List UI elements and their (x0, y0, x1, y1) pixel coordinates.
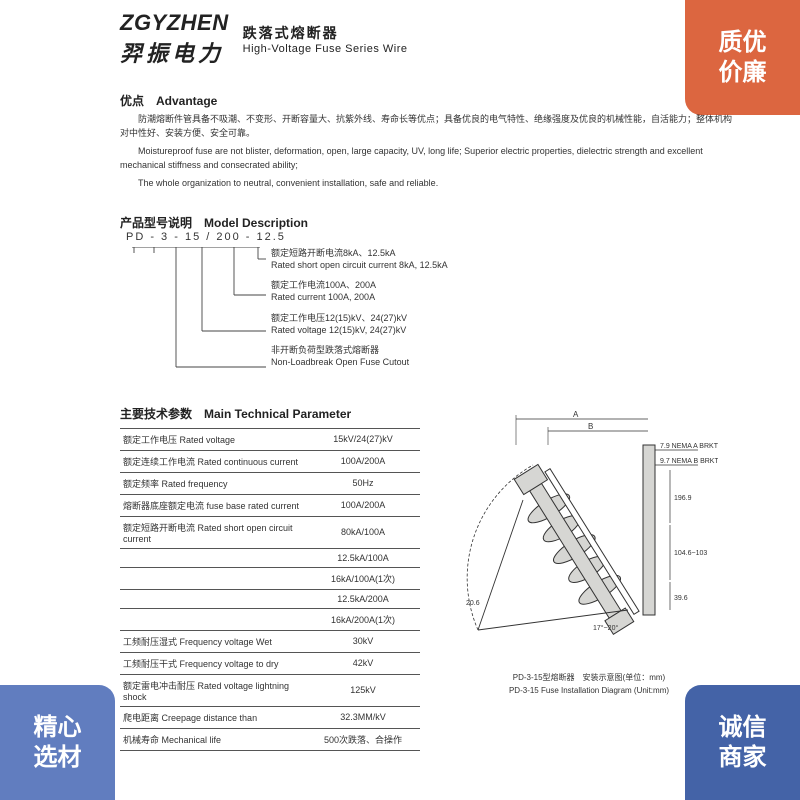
watermark-bottom-right: 诚信商家 (685, 685, 800, 800)
table-row: 工频耐压湿式 Frequency voltage Wet30kV (120, 630, 420, 652)
doc-title-cn: 跌落式熔断器 (243, 23, 408, 43)
param-label (120, 548, 306, 567)
param-value: 12.5kA/100A (306, 548, 420, 567)
table-row: 额定短路开断电流 Rated short open circuit curren… (120, 516, 420, 548)
param-label: 额定雷电冲击耐压 Rated voltage lightning shock (120, 674, 306, 706)
model-desc-item: 额定短路开断电流8kA、12.5kARated short open circu… (271, 247, 448, 271)
param-value: 16kA/200A(1次) (306, 608, 420, 630)
model-heading: 产品型号说明 Model Description (120, 214, 740, 231)
param-label: 额定连续工作电流 Rated continuous current (120, 450, 306, 472)
table-row: 额定工作电压 Rated voltage15kV/24(27)kV (120, 428, 420, 450)
svg-text:104.6~103: 104.6~103 (674, 550, 707, 557)
param-label (120, 589, 306, 608)
param-value: 32.3MM/kV (306, 706, 420, 728)
param-value: 15kV/24(27)kV (306, 428, 420, 450)
watermark-br-text: 诚信商家 (715, 713, 771, 773)
table-row: 额定频率 Rated frequency50Hz (120, 472, 420, 494)
param-label (120, 608, 306, 630)
table-row: 额定雷电冲击耐压 Rated voltage lightning shock12… (120, 674, 420, 706)
model-desc-item: 额定工作电压12(15)kV、24(27)kVRated voltage 12(… (271, 312, 448, 336)
diagram-caption-cn: PD-3-15型熔断器 安装示意图(单位：mm) (438, 672, 740, 683)
model-diagram: 额定短路开断电流8kA、12.5kARated short open circu… (126, 247, 740, 397)
table-row: 工频耐压干式 Frequency voltage to dry42kV (120, 652, 420, 674)
param-label: 额定短路开断电流 Rated short open circuit curren… (120, 516, 306, 548)
brand-logo: ZGYZHEN 羿振电力 (120, 10, 229, 68)
svg-text:196.9: 196.9 (674, 495, 692, 502)
watermark-bottom-left: 精心选材 (0, 685, 115, 800)
model-desc-item: 非开断负荷型跌落式熔断器Non-Loadbreak Open Fuse Cuto… (271, 344, 448, 368)
params-table: 额定工作电压 Rated voltage15kV/24(27)kV额定连续工作电… (120, 428, 420, 751)
params-section: 主要技术参数 Main Technical Parameter 额定工作电压 R… (120, 405, 420, 751)
param-value: 125kV (306, 674, 420, 706)
params-heading: 主要技术参数 Main Technical Parameter (120, 405, 420, 422)
doc-title-en: High-Voltage Fuse Series Wire (243, 43, 408, 55)
param-value: 50Hz (306, 472, 420, 494)
svg-text:9.7 NEMA B BRKT: 9.7 NEMA B BRKT (660, 458, 718, 465)
model-code: PD - 3 - 15 / 200 - 12.5 (126, 231, 740, 243)
param-value: 500次跌落、合操作 (306, 728, 420, 750)
svg-text:20.6: 20.6 (466, 600, 480, 607)
brand-latin: ZGYZHEN (120, 10, 229, 36)
param-label (120, 567, 306, 589)
advantage-en2: The whole organization to neutral, conve… (120, 176, 740, 190)
model-desc-item: 额定工作电流100A、200ARated current 100A, 200A (271, 279, 448, 303)
table-row: 16kA/100A(1次) (120, 567, 420, 589)
fuse-svg: 7.9 NEMA A BRKT 9.7 NEMA B BRKT 196.9 104.6… (438, 405, 718, 665)
watermark-bl-text: 精心选材 (30, 713, 86, 773)
advantage-heading: 优点 Advantage (120, 92, 740, 109)
param-value: 100A/200A (306, 450, 420, 472)
advantage-en1: Moistureproof fuse are not blister, defo… (120, 144, 740, 173)
param-value: 16kA/100A(1次) (306, 567, 420, 589)
param-label: 工频耐压湿式 Frequency voltage Wet (120, 630, 306, 652)
param-value: 12.5kA/200A (306, 589, 420, 608)
svg-text:A: A (573, 410, 579, 419)
table-row: 额定连续工作电流 Rated continuous current100A/20… (120, 450, 420, 472)
svg-text:39.6: 39.6 (674, 595, 688, 602)
table-row: 12.5kA/200A (120, 589, 420, 608)
advantage-cn: 防潮熔断件管具备不吸潮、不变形、开断容量大、抗紫外线、寿命长等优点；具备优良的电… (120, 112, 740, 141)
param-label: 爬电距离 Creepage distance than (120, 706, 306, 728)
brand-cn: 羿振电力 (120, 36, 229, 68)
param-label: 机械寿命 Mechanical life (120, 728, 306, 750)
watermark-tr-text: 质优价廉 (715, 28, 771, 88)
model-bracket-svg (126, 247, 271, 397)
param-value: 100A/200A (306, 494, 420, 516)
param-value: 30kV (306, 630, 420, 652)
svg-text:B: B (588, 422, 593, 431)
table-row: 16kA/200A(1次) (120, 608, 420, 630)
param-label: 额定工作电压 Rated voltage (120, 428, 306, 450)
param-label: 额定频率 Rated frequency (120, 472, 306, 494)
svg-text:17°~20°: 17°~20° (593, 624, 618, 632)
param-label: 工频耐压干式 Frequency voltage to dry (120, 652, 306, 674)
svg-text:7.9 NEMA A BRKT: 7.9 NEMA A BRKT (660, 443, 718, 450)
table-row: 机械寿命 Mechanical life500次跌落、合操作 (120, 728, 420, 750)
param-value: 42kV (306, 652, 420, 674)
watermark-top-right: 质优价廉 (685, 0, 800, 115)
param-label: 熔断器底座额定电流 fuse base rated current (120, 494, 306, 516)
param-value: 80kA/100A (306, 516, 420, 548)
table-row: 熔断器底座额定电流 fuse base rated current100A/20… (120, 494, 420, 516)
table-row: 12.5kA/100A (120, 548, 420, 567)
header: ZGYZHEN 羿振电力 跌落式熔断器 High-Voltage Fuse Se… (120, 10, 740, 68)
table-row: 爬电距离 Creepage distance than32.3MM/kV (120, 706, 420, 728)
doc-title: 跌落式熔断器 High-Voltage Fuse Series Wire (243, 23, 408, 55)
